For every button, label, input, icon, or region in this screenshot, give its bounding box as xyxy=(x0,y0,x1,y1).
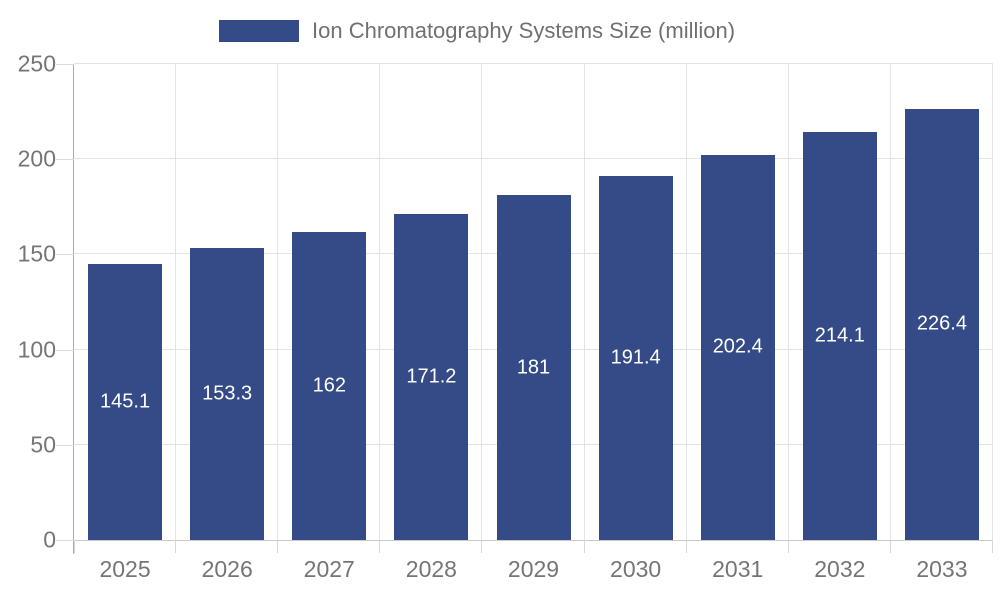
bar-2032: 214.1 xyxy=(802,132,877,540)
x-axis-label-2031: 2031 xyxy=(712,556,764,582)
gridline-y-0 xyxy=(74,540,993,541)
bar-value-label-2028: 171.2 xyxy=(406,365,457,388)
bar-2025: 145.1 xyxy=(88,263,163,540)
y-axis-label-50: 50 xyxy=(30,431,56,458)
bar-2031: 202.4 xyxy=(700,154,775,540)
legend-label: Ion Chromatography Systems Size (million… xyxy=(312,18,736,43)
x-axis-tick xyxy=(175,540,177,553)
bar-2030: 191.4 xyxy=(598,175,673,540)
x-axis-label-2028: 2028 xyxy=(405,556,457,582)
gridline-x-boundary xyxy=(889,64,891,540)
y-axis-tick xyxy=(56,254,74,256)
x-axis-tick xyxy=(379,540,381,553)
x-axis-label-2029: 2029 xyxy=(507,556,560,582)
y-axis-tick xyxy=(56,540,74,541)
bar-2029: 181 xyxy=(496,195,571,540)
gridline-x-boundary xyxy=(583,64,585,540)
x-axis-label-2026: 2026 xyxy=(201,556,253,582)
bar-2028: 171.2 xyxy=(394,214,469,540)
x-axis-tick xyxy=(583,540,585,553)
x-axis-label-2033: 2033 xyxy=(916,556,968,582)
x-axis-tick xyxy=(74,540,75,553)
x-axis-label-2027: 2027 xyxy=(303,556,355,582)
bar-value-label-2032: 214.1 xyxy=(814,324,865,347)
x-axis-tick xyxy=(787,540,789,553)
bar-value-label-2030: 191.4 xyxy=(610,346,661,369)
x-axis-tick xyxy=(685,540,687,553)
gridline-x-boundary xyxy=(787,64,789,540)
y-axis-label-0: 0 xyxy=(43,526,56,553)
y-axis-label-100: 100 xyxy=(17,336,56,363)
y-axis-tick xyxy=(56,349,74,351)
y-axis-tick xyxy=(56,159,74,161)
y-axis-label-250: 250 xyxy=(17,50,56,77)
legend-item[interactable]: Ion Chromatography Systems Size (million… xyxy=(219,18,735,44)
y-axis-label-150: 150 xyxy=(17,240,56,267)
gridline-x-boundary xyxy=(379,64,381,540)
bar-value-label-2029: 181 xyxy=(516,356,551,379)
gridline-y-250 xyxy=(74,63,993,64)
x-axis-label-2032: 2032 xyxy=(814,556,866,582)
y-axis-label-200: 200 xyxy=(17,145,56,172)
x-axis-tick xyxy=(481,540,483,553)
bar-value-label-2026: 153.3 xyxy=(202,382,253,405)
y-axis-tick xyxy=(56,444,74,446)
bar-value-label-2025: 145.1 xyxy=(100,390,151,413)
x-axis-label-2030: 2030 xyxy=(610,556,662,582)
gridline-y-200 xyxy=(74,158,993,160)
gridline-x-boundary xyxy=(685,64,687,540)
bar-value-label-2031: 202.4 xyxy=(712,335,763,358)
bar-value-label-2033: 226.4 xyxy=(916,312,967,335)
x-axis-label-2025: 2025 xyxy=(99,556,151,582)
bar-2033: 226.4 xyxy=(904,108,979,540)
y-axis-line xyxy=(73,64,74,554)
x-axis-tick xyxy=(992,540,993,553)
y-axis-tick xyxy=(56,64,74,65)
bar-value-label-2027: 162 xyxy=(312,374,346,397)
gridline-x-boundary xyxy=(175,64,177,540)
legend-swatch xyxy=(219,20,299,42)
plot-area: 145.1 153.3 162 171.2 181 191.4 202.4 214.1 226.… xyxy=(74,63,993,541)
gridline-x-boundary xyxy=(992,64,993,540)
x-axis-tick xyxy=(889,540,891,553)
bar-2026: 153.3 xyxy=(190,248,265,540)
gridline-x-boundary xyxy=(277,64,279,540)
x-axis-tick xyxy=(277,540,279,553)
gridline-x-boundary xyxy=(481,64,483,540)
bar-2027: 162 xyxy=(292,231,367,540)
